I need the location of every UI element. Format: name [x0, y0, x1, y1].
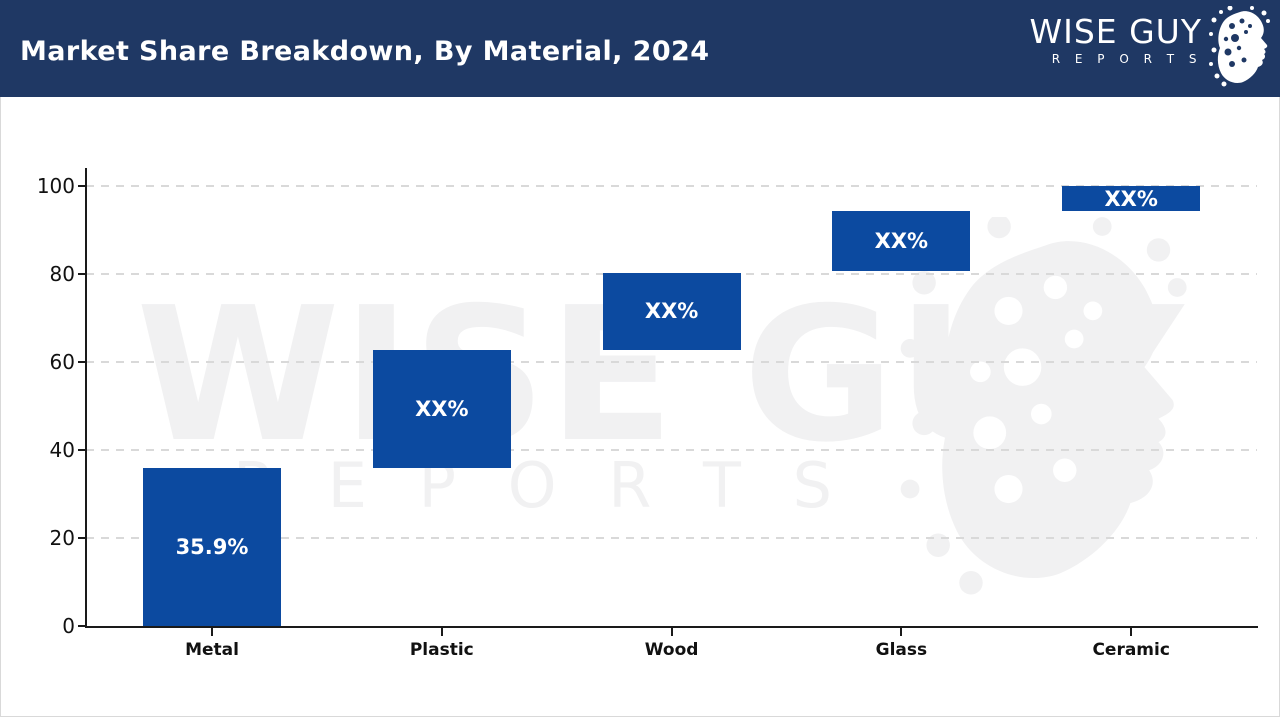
watermark-reports-text: R E P O R T S — [233, 449, 848, 522]
gridline — [86, 185, 1257, 187]
bar-value-label: 35.9% — [175, 535, 249, 559]
y-tick-label: 0 — [62, 614, 75, 638]
bar-value-label: XX% — [644, 299, 699, 324]
y-axis-tick — [78, 537, 86, 539]
bar-segment: XX% — [372, 350, 511, 469]
brand-logo-reports-text: R E P O R T S — [1051, 52, 1202, 67]
y-axis-tick — [78, 625, 86, 627]
bar-segment: XX% — [832, 211, 971, 271]
y-tick-label: 60 — [49, 350, 75, 374]
y-tick-label: 80 — [49, 262, 75, 286]
y-axis-line — [85, 168, 87, 628]
bar-value-label: XX% — [874, 228, 929, 253]
x-tick-label: Metal — [185, 640, 239, 660]
watermark-face-icon — [896, 217, 1196, 611]
brand-logo-wiseguy-text: WISE GUY — [1029, 12, 1202, 51]
x-axis-tick — [670, 628, 673, 636]
x-tick-label: Ceramic — [1092, 640, 1170, 660]
y-tick-label: 40 — [49, 438, 75, 462]
bar-value-label: XX% — [1104, 186, 1158, 211]
x-axis-tick — [440, 628, 443, 636]
y-axis-tick — [78, 185, 86, 187]
bar-segment: 35.9% — [143, 468, 281, 626]
gridline — [86, 361, 1257, 363]
x-tick-label: Wood — [644, 640, 699, 660]
y-axis-tick — [78, 449, 86, 451]
x-axis-tick — [211, 628, 213, 636]
gridline — [86, 449, 1257, 451]
y-tick-label: 100 — [36, 174, 75, 198]
y-tick-label: 20 — [49, 526, 75, 550]
x-tick-label: Plastic — [409, 640, 474, 660]
bar-segment: XX% — [602, 272, 741, 351]
y-axis-tick — [78, 361, 86, 363]
chart-plot-area: WISE GUY R E P O R T S 0 20 40 60 80 100 35.9%… — [0, 97, 1280, 717]
page-title: Market Share Breakdown, By Material, 202… — [20, 36, 710, 67]
brand-logo: WISE GUY R E P O R T S — [1029, 12, 1202, 67]
x-axis-tick — [900, 628, 903, 636]
x-tick-label: Glass — [875, 640, 928, 660]
brand-face-icon — [1208, 6, 1272, 90]
bar-segment: XX% — [1062, 186, 1201, 212]
header-banner: Market Share Breakdown, By Material, 202… — [0, 0, 1280, 97]
bar-value-label: XX% — [415, 397, 469, 422]
x-axis-line — [85, 626, 1258, 628]
x-axis-tick — [1130, 628, 1133, 636]
y-axis-tick — [78, 273, 86, 275]
gridline — [86, 537, 1257, 539]
